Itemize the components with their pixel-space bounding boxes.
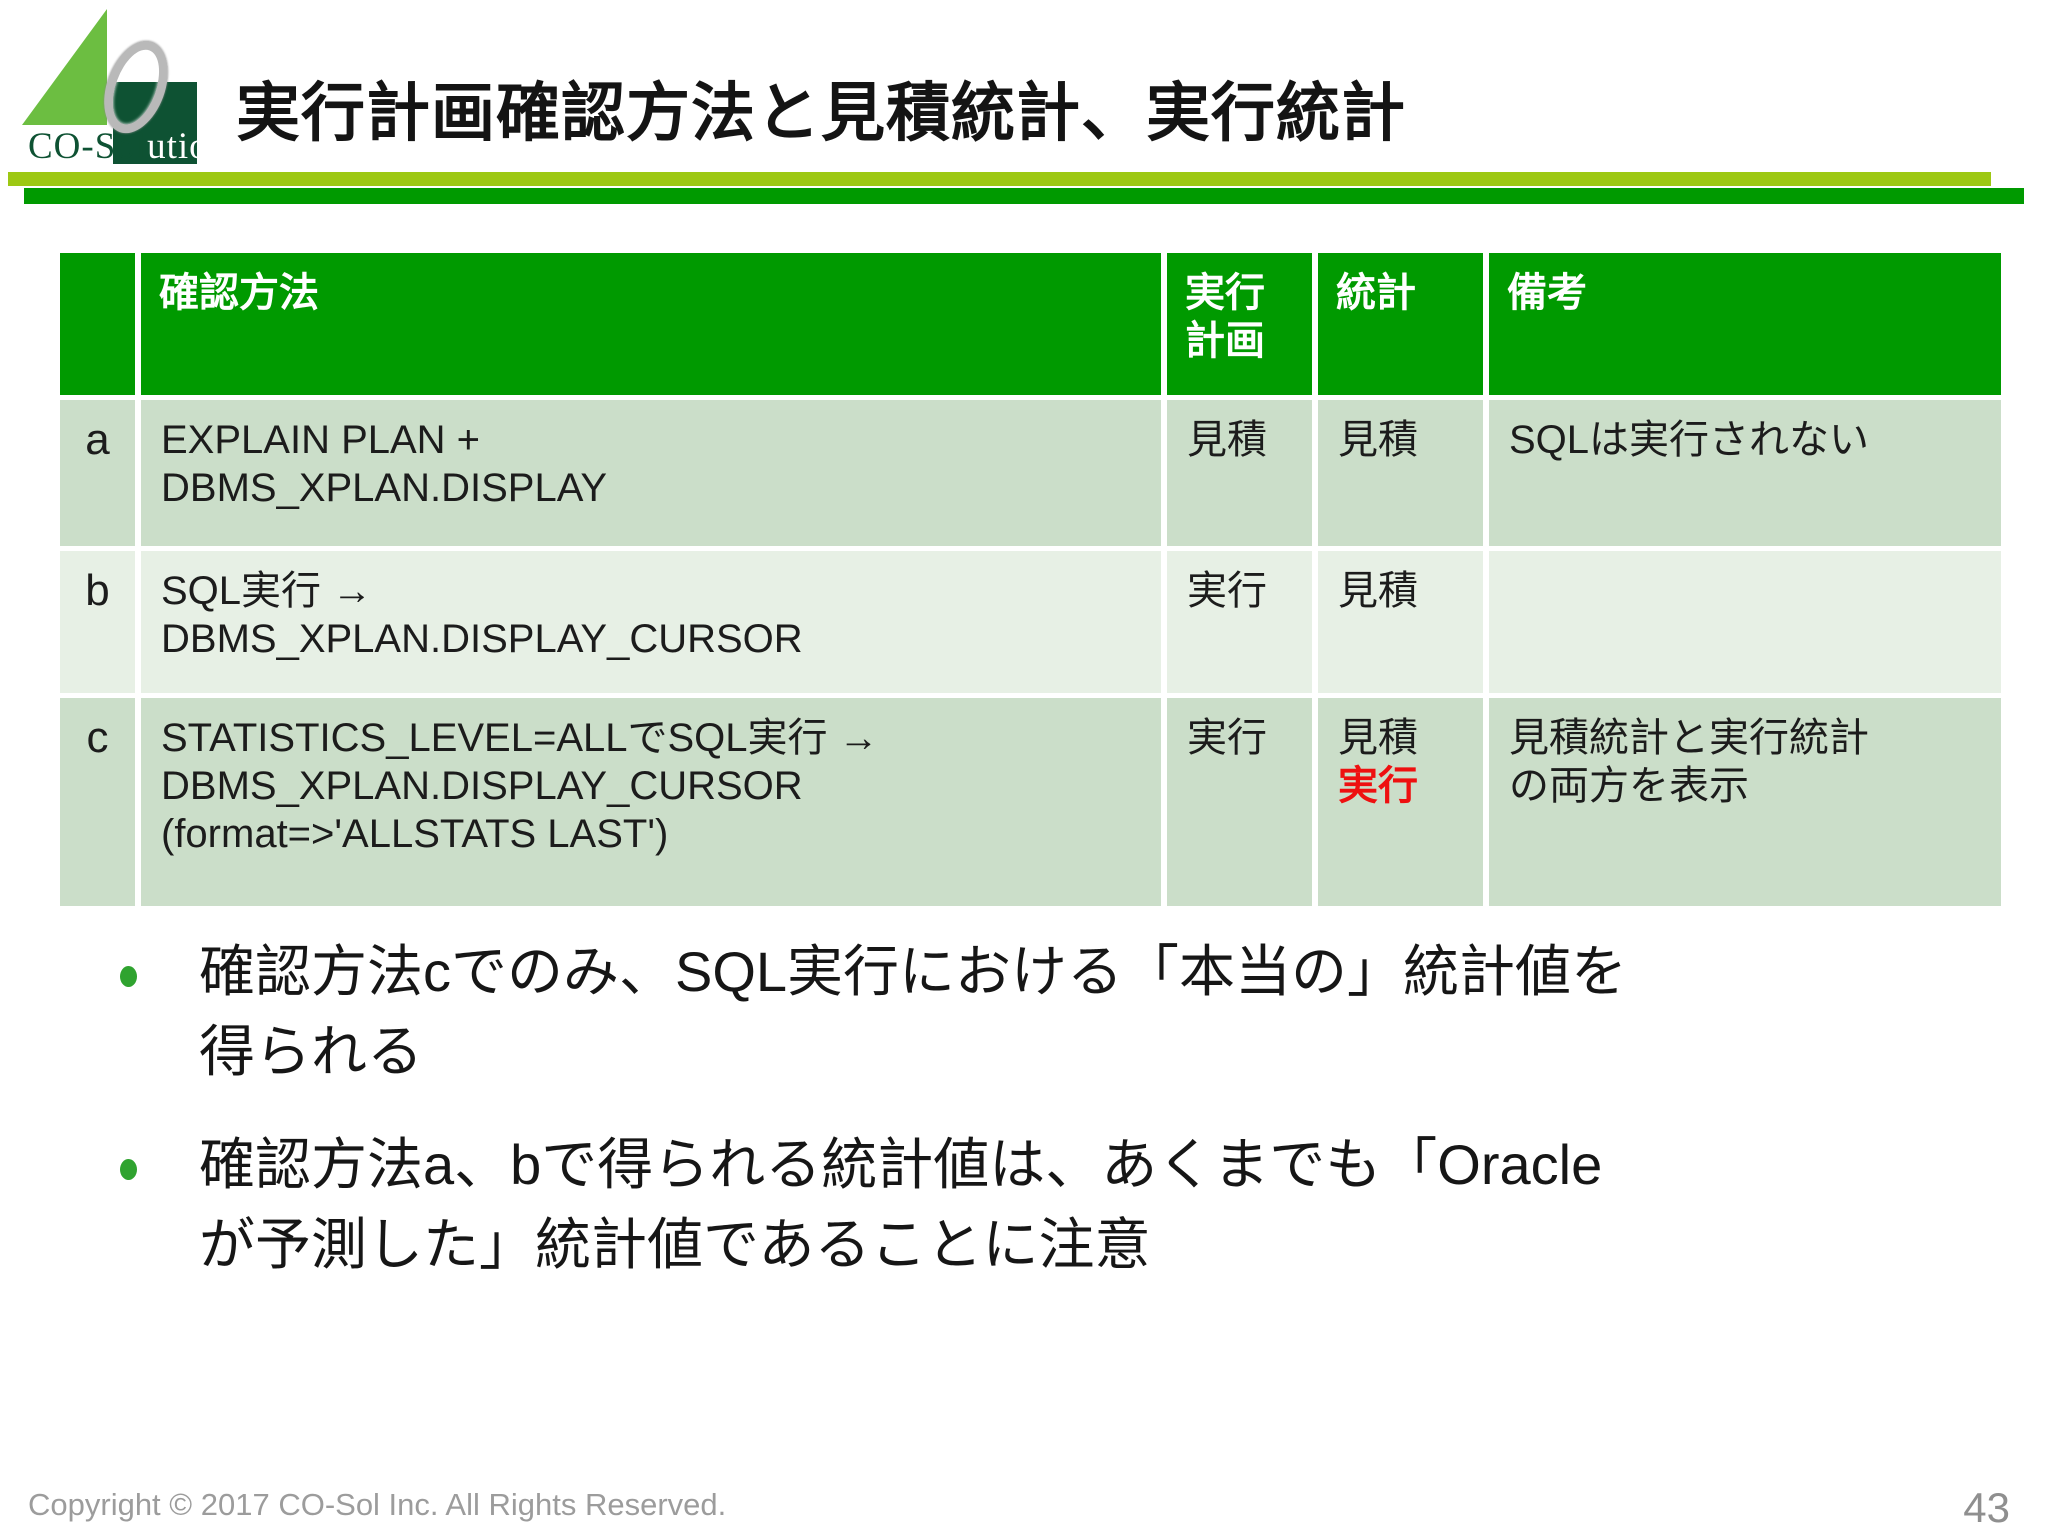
table-row-a-method: EXPLAIN PLAN + DBMS_XPLAN.DISPLAY [141, 400, 1161, 546]
logo-text-white: utions [147, 126, 244, 167]
table-row-b-stats: 見積 [1318, 551, 1483, 693]
table-row-b-remarks [1489, 551, 2001, 693]
table-header-stats: 統計 [1318, 253, 1483, 395]
table-row-a-key: a [60, 400, 135, 546]
table-row-b-key: b [60, 551, 135, 693]
table-row-a-plan: 見積 [1167, 400, 1312, 546]
table-row-c-key: c [60, 698, 135, 906]
bullet-text: 確認方法a、bで得られる統計値は、あくまでも「Oracle が予測した」統計値で… [199, 1133, 1603, 1276]
bullet-dot-icon [120, 966, 137, 987]
page-title: 実行計画確認方法と見積統計、実行統計 [236, 77, 1406, 149]
table-row-c-stats-estimate: 見積 [1338, 716, 1418, 760]
bullet-dot-icon [120, 1159, 137, 1181]
table-row-c-stats: 見積 実行 [1318, 698, 1483, 906]
logo-wordmark: CO-Solutions [28, 125, 244, 168]
title-underline-light [8, 172, 1991, 186]
page-number: 43 [1963, 1484, 2010, 1531]
logo-triangle [22, 9, 107, 125]
table-row-c-stats-exec: 実行 [1338, 764, 1418, 808]
table-row-b-plan: 実行 [1167, 551, 1312, 693]
table-row-c-method: STATISTICS_LEVEL=ALLでSQL実行 → DBMS_XPLAN.… [141, 698, 1161, 906]
table-header-plan: 実行 計画 [1167, 253, 1312, 395]
title-underline-dark [24, 188, 2024, 204]
methods-table: 確認方法 実行 計画 統計 備考 a EXPLAIN PLAN + DBMS_X… [60, 253, 2001, 906]
table-row-c-plan: 実行 [1167, 698, 1312, 906]
table-header-remarks: 備考 [1489, 253, 2001, 395]
table-row-a-stats: 見積 [1318, 400, 1483, 546]
table-header-key [60, 253, 135, 395]
bullet-list: 確認方法cでのみ、SQL実行における「本当の」統計値を 得られる 確認方法a、b… [120, 932, 1930, 1318]
table-row-b-method: SQL実行 → DBMS_XPLAN.DISPLAY_CURSOR [141, 551, 1161, 693]
logo-square [113, 82, 197, 164]
logo-text-green: CO-Sol [28, 126, 148, 167]
copyright-text: Copyright © 2017 CO-Sol Inc. All Rights … [28, 1487, 727, 1522]
table-row-a-remarks: SQLは実行されない [1489, 400, 2001, 546]
table-header-method: 確認方法 [141, 253, 1161, 395]
bullet-item: 確認方法cでのみ、SQL実行における「本当の」統計値を 得られる [120, 932, 1930, 1091]
bullet-item: 確認方法a、bで得られる統計値は、あくまでも「Oracle が予測した」統計値で… [120, 1125, 1930, 1284]
table-row-c-remarks: 見積統計と実行統計 の両方を表示 [1489, 698, 2001, 906]
bullet-text: 確認方法cでのみ、SQL実行における「本当の」統計値を 得られる [199, 940, 1628, 1083]
